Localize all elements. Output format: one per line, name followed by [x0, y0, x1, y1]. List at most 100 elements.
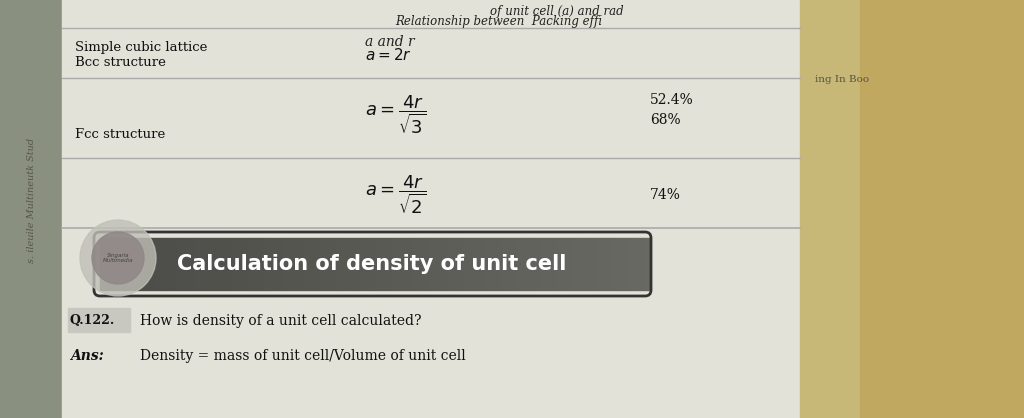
Bar	[265, 238, 270, 290]
Bar	[551, 238, 557, 290]
Bar	[232, 238, 238, 290]
Text: 68%: 68%	[650, 113, 681, 127]
Bar	[606, 238, 611, 290]
Bar	[397, 238, 402, 290]
Bar	[518, 238, 523, 290]
Bar	[502, 238, 507, 290]
Bar	[469, 238, 474, 290]
Bar	[303, 238, 309, 290]
Bar	[117, 238, 122, 290]
Bar	[347, 238, 353, 290]
Text: Calculation of density of unit cell: Calculation of density of unit cell	[177, 254, 566, 274]
Text: Ans:: Ans:	[70, 349, 103, 363]
Bar	[166, 238, 172, 290]
Circle shape	[80, 220, 156, 296]
Bar	[282, 238, 287, 290]
Bar	[402, 238, 409, 290]
Bar	[490, 238, 496, 290]
Bar	[243, 238, 249, 290]
Text: Q.122.: Q.122.	[70, 314, 116, 327]
Bar	[0, 0, 62, 418]
Bar	[523, 238, 529, 290]
Bar	[68, 308, 130, 332]
Bar	[535, 238, 540, 290]
Bar	[496, 238, 502, 290]
Bar	[529, 238, 535, 290]
Bar	[298, 238, 303, 290]
Bar	[111, 238, 117, 290]
Bar	[331, 238, 337, 290]
Bar	[441, 238, 446, 290]
Bar	[458, 238, 463, 290]
Bar	[155, 238, 161, 290]
Bar	[446, 238, 453, 290]
Bar	[584, 238, 590, 290]
Bar	[425, 238, 430, 290]
Bar	[171, 238, 177, 290]
Bar	[226, 238, 232, 290]
Bar	[644, 238, 650, 290]
Bar	[342, 238, 347, 290]
Bar	[105, 238, 111, 290]
Bar	[133, 238, 138, 290]
Bar	[215, 238, 221, 290]
Text: $a = 2r$: $a = 2r$	[365, 47, 412, 63]
Bar	[567, 238, 573, 290]
Bar	[287, 238, 293, 290]
Bar	[617, 238, 623, 290]
Bar	[386, 238, 391, 290]
Text: ing In Boo: ing In Boo	[815, 76, 869, 84]
Bar	[419, 238, 425, 290]
Bar	[628, 238, 634, 290]
Bar	[128, 238, 133, 290]
Circle shape	[92, 232, 144, 284]
Text: 74%: 74%	[650, 188, 681, 202]
Bar	[353, 238, 358, 290]
Bar	[100, 238, 105, 290]
Bar	[485, 238, 490, 290]
Bar	[188, 238, 194, 290]
Bar	[414, 238, 419, 290]
Text: $a = \dfrac{4r}{\sqrt{3}}$: $a = \dfrac{4r}{\sqrt{3}}$	[365, 94, 427, 136]
Bar	[177, 238, 182, 290]
Bar	[337, 238, 342, 290]
Bar	[319, 238, 326, 290]
Text: How is density of a unit cell calculated?: How is density of a unit cell calculated…	[140, 314, 422, 328]
Text: of unit cell (a) and rad: of unit cell (a) and rad	[490, 5, 624, 18]
Text: Relationship between  Packing effi: Relationship between Packing effi	[395, 15, 602, 28]
Bar	[381, 238, 386, 290]
Bar	[62, 0, 800, 418]
Text: Density = mass of unit cell/Volume of unit cell: Density = mass of unit cell/Volume of un…	[140, 349, 466, 363]
Bar	[199, 238, 205, 290]
Text: Singaria
Multimedia: Singaria Multimedia	[102, 252, 133, 263]
Bar	[238, 238, 243, 290]
Bar	[430, 238, 435, 290]
Bar	[210, 238, 216, 290]
Bar	[408, 238, 414, 290]
Bar	[221, 238, 226, 290]
Bar	[474, 238, 479, 290]
Text: Bcc structure: Bcc structure	[75, 56, 166, 69]
Text: a and r: a and r	[365, 35, 415, 49]
Bar	[150, 238, 155, 290]
Bar	[205, 238, 210, 290]
Bar	[254, 238, 260, 290]
Bar	[579, 238, 584, 290]
Bar	[309, 238, 314, 290]
Bar	[540, 238, 546, 290]
Text: Simple cubic lattice: Simple cubic lattice	[75, 41, 208, 54]
Bar	[122, 238, 128, 290]
Bar	[270, 238, 276, 290]
Bar	[326, 238, 331, 290]
Bar	[194, 238, 199, 290]
Bar	[435, 238, 441, 290]
Bar	[463, 238, 469, 290]
Bar	[249, 238, 254, 290]
Bar	[259, 238, 265, 290]
Bar	[639, 238, 644, 290]
Bar	[314, 238, 321, 290]
Text: $a = \dfrac{4r}{\sqrt{2}}$: $a = \dfrac{4r}{\sqrt{2}}$	[365, 173, 427, 217]
Bar	[556, 238, 562, 290]
Bar	[370, 238, 375, 290]
Bar	[293, 238, 298, 290]
